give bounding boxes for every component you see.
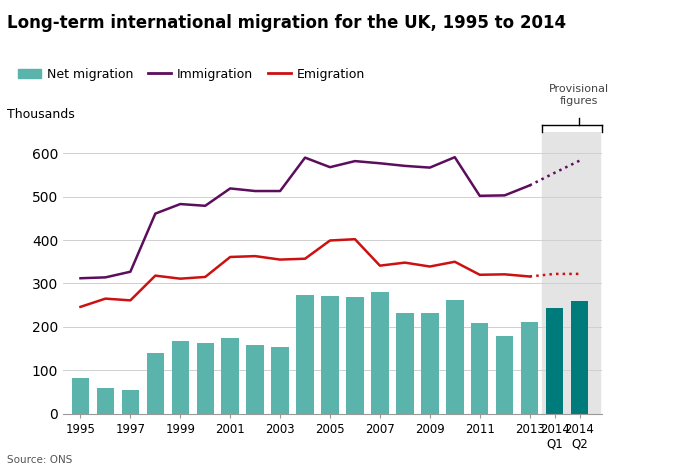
Bar <box>421 313 439 414</box>
Bar <box>197 343 214 414</box>
Bar <box>272 347 289 414</box>
Bar <box>71 377 89 414</box>
Bar <box>346 298 364 414</box>
Bar <box>246 345 264 414</box>
Bar <box>146 353 164 414</box>
Bar <box>542 132 599 414</box>
Bar <box>221 337 239 414</box>
Bar <box>446 300 463 414</box>
Legend: Net migration, Immigration, Emigration: Net migration, Immigration, Emigration <box>13 63 370 86</box>
Bar <box>296 295 314 414</box>
Bar <box>321 296 339 414</box>
Bar <box>122 390 139 414</box>
Bar <box>496 336 513 414</box>
Bar <box>546 308 564 414</box>
Text: Provisional
figures: Provisional figures <box>549 84 609 106</box>
Bar <box>172 341 189 414</box>
Text: Thousands: Thousands <box>7 108 75 121</box>
Bar <box>97 388 114 414</box>
Text: Long-term international migration for the UK, 1995 to 2014: Long-term international migration for th… <box>7 14 566 32</box>
Bar <box>396 313 414 414</box>
Text: Source: ONS: Source: ONS <box>7 455 72 465</box>
Bar <box>471 323 489 414</box>
Bar <box>521 321 538 414</box>
Bar <box>371 292 388 414</box>
Bar <box>570 301 588 414</box>
